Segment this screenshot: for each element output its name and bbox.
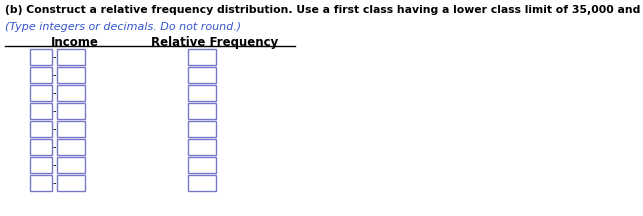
FancyBboxPatch shape — [188, 175, 216, 191]
FancyBboxPatch shape — [188, 139, 216, 155]
FancyBboxPatch shape — [30, 49, 52, 65]
FancyBboxPatch shape — [30, 139, 52, 155]
FancyBboxPatch shape — [57, 139, 85, 155]
Text: (b) Construct a relative frequency distribution. Use a first class having a lowe: (b) Construct a relative frequency distr… — [5, 5, 643, 15]
Text: -: - — [52, 124, 56, 134]
Text: Relative Frequency: Relative Frequency — [151, 36, 278, 49]
Text: -: - — [52, 106, 56, 116]
FancyBboxPatch shape — [57, 85, 85, 101]
Text: (Type integers or decimals. Do not round.): (Type integers or decimals. Do not round… — [5, 22, 241, 32]
Text: -: - — [52, 160, 56, 170]
Text: -: - — [52, 88, 56, 98]
FancyBboxPatch shape — [57, 49, 85, 65]
FancyBboxPatch shape — [188, 49, 216, 65]
Text: Income: Income — [51, 36, 99, 49]
FancyBboxPatch shape — [188, 103, 216, 119]
FancyBboxPatch shape — [30, 121, 52, 137]
FancyBboxPatch shape — [57, 175, 85, 191]
Text: -: - — [52, 52, 56, 62]
FancyBboxPatch shape — [188, 121, 216, 137]
FancyBboxPatch shape — [57, 103, 85, 119]
FancyBboxPatch shape — [30, 103, 52, 119]
FancyBboxPatch shape — [57, 157, 85, 173]
Text: -: - — [52, 70, 56, 80]
FancyBboxPatch shape — [57, 121, 85, 137]
FancyBboxPatch shape — [57, 67, 85, 83]
FancyBboxPatch shape — [188, 67, 216, 83]
FancyBboxPatch shape — [188, 157, 216, 173]
FancyBboxPatch shape — [30, 157, 52, 173]
FancyBboxPatch shape — [30, 175, 52, 191]
FancyBboxPatch shape — [30, 67, 52, 83]
FancyBboxPatch shape — [30, 85, 52, 101]
FancyBboxPatch shape — [188, 85, 216, 101]
Text: -: - — [52, 142, 56, 152]
Text: -: - — [52, 178, 56, 188]
